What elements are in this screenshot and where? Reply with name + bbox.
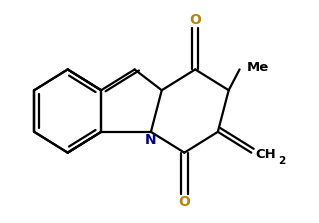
Text: CH: CH — [256, 149, 277, 161]
Text: O: O — [189, 13, 201, 27]
Text: O: O — [178, 195, 190, 209]
Text: N: N — [145, 133, 157, 147]
Text: Me: Me — [246, 61, 269, 74]
Text: 2: 2 — [278, 156, 286, 166]
